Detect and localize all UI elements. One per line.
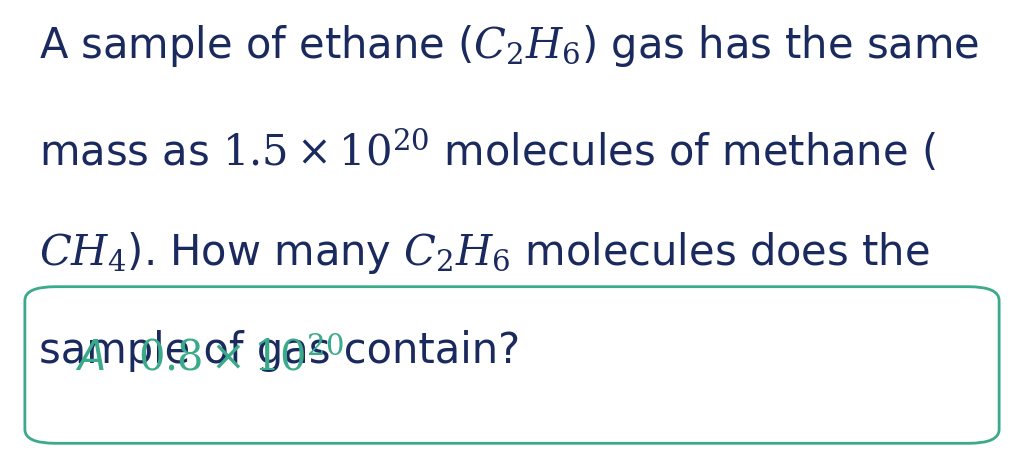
Text: A: A (77, 337, 105, 379)
Text: $0.8 \times 10^{20}$: $0.8 \times 10^{20}$ (138, 337, 344, 379)
Text: mass as $1.5 \times 10^{20}$ molecules of methane (: mass as $1.5 \times 10^{20}$ molecules o… (39, 129, 936, 175)
Text: $CH_4$). How many $C_2H_6$ molecules does the: $CH_4$). How many $C_2H_6$ molecules doe… (39, 230, 930, 275)
Text: A sample of ethane ($C_2H_6$) gas has the same: A sample of ethane ($C_2H_6$) gas has th… (39, 23, 979, 69)
Text: sample of gas contain?: sample of gas contain? (39, 330, 520, 373)
